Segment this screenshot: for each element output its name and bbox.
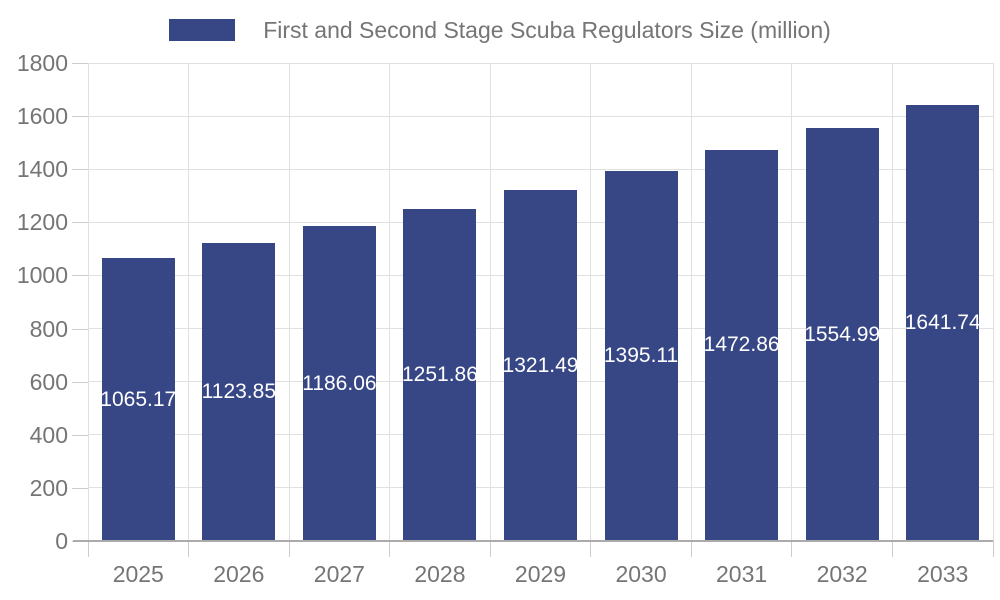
y-axis-label: 1600 (16, 103, 68, 130)
bar-2033[interactable]: 1641.74 (904, 105, 981, 541)
h-gridline (88, 168, 993, 170)
x-axis-label: 2029 (514, 561, 567, 587)
bar-value-label: 1472.86 (703, 333, 780, 357)
bar-2025[interactable]: 1065.17 (100, 258, 177, 541)
bar-2030[interactable]: 1395.11 (603, 170, 679, 541)
y-axis-label: 1200 (16, 209, 68, 236)
y-axis-label: 0 (55, 528, 68, 554)
y-axis-label: 800 (29, 315, 68, 342)
bar-value-label: 1065.17 (100, 387, 177, 411)
bar-2031[interactable]: 1472.86 (703, 149, 780, 541)
bar-value-label: 1641.74 (904, 311, 981, 334)
v-gridline (690, 63, 692, 541)
v-gridline (87, 63, 89, 541)
bar-value-label: 1123.85 (201, 379, 277, 403)
x-tick (288, 541, 290, 557)
y-tick (72, 63, 88, 64)
y-axis-label: 1000 (16, 262, 68, 289)
x-tick (690, 541, 692, 557)
legend-swatch-icon (169, 19, 236, 41)
x-tick (389, 541, 391, 557)
v-gridline (288, 63, 290, 541)
y-tick (72, 275, 88, 277)
v-gridline (992, 63, 994, 541)
bar-2029[interactable]: 1321.49 (502, 190, 579, 541)
bar-value-label: 1186.06 (302, 371, 377, 395)
v-gridline (489, 63, 491, 541)
legend[interactable]: First and Second Stage Scuba Regulators … (0, 16, 1000, 44)
bar-2026[interactable]: 1123.85 (201, 242, 277, 541)
v-gridline (791, 63, 793, 541)
bar-2028[interactable]: 1251.86 (401, 208, 478, 541)
bar-2032[interactable]: 1554.99 (804, 128, 881, 541)
y-tick (72, 116, 88, 118)
y-tick (72, 328, 88, 330)
x-axis-label: 2028 (414, 561, 466, 587)
x-tick (590, 541, 592, 557)
x-tick (87, 541, 89, 557)
x-axis-label: 2030 (615, 561, 667, 587)
v-gridline (590, 63, 592, 541)
h-gridline (88, 62, 993, 64)
y-tick (72, 222, 88, 224)
plot-area: 1065.17 1123.85 1186.06 1251.86 1321.49 1395.… (87, 62, 994, 542)
bar-2027[interactable]: 1186.06 (302, 226, 377, 541)
y-axis-label: 400 (29, 421, 68, 448)
x-axis-label: 2027 (313, 561, 365, 587)
y-tick (72, 434, 88, 436)
x-axis-line (73, 540, 993, 542)
x-tick (188, 541, 190, 557)
v-gridline (389, 63, 391, 541)
x-tick (791, 541, 793, 557)
h-gridline (88, 115, 993, 117)
y-axis-label: 1800 (16, 50, 68, 76)
bar-value-label: 1251.86 (401, 362, 478, 386)
x-tick (489, 541, 491, 557)
y-axis-label: 200 (29, 474, 68, 501)
v-gridline (188, 63, 190, 541)
x-axis-label: 2026 (213, 561, 265, 587)
x-tick (891, 541, 893, 557)
y-axis-label: 1400 (16, 156, 68, 183)
y-tick (72, 169, 88, 171)
y-tick (72, 381, 88, 383)
y-tick (72, 487, 88, 489)
x-axis-label: 2031 (716, 561, 768, 587)
y-axis-label: 600 (29, 368, 68, 395)
bar-value-label: 1554.99 (804, 322, 881, 346)
x-axis-label: 2032 (816, 561, 868, 587)
x-axis-label: 2025 (112, 561, 164, 587)
bar-value-label: 1395.11 (603, 343, 679, 367)
bar-value-label: 1321.49 (502, 353, 579, 377)
v-gridline (891, 63, 893, 541)
legend-label: First and Second Stage Scuba Regulators … (263, 16, 831, 43)
x-tick (992, 541, 994, 557)
x-axis-label: 2033 (917, 561, 969, 587)
